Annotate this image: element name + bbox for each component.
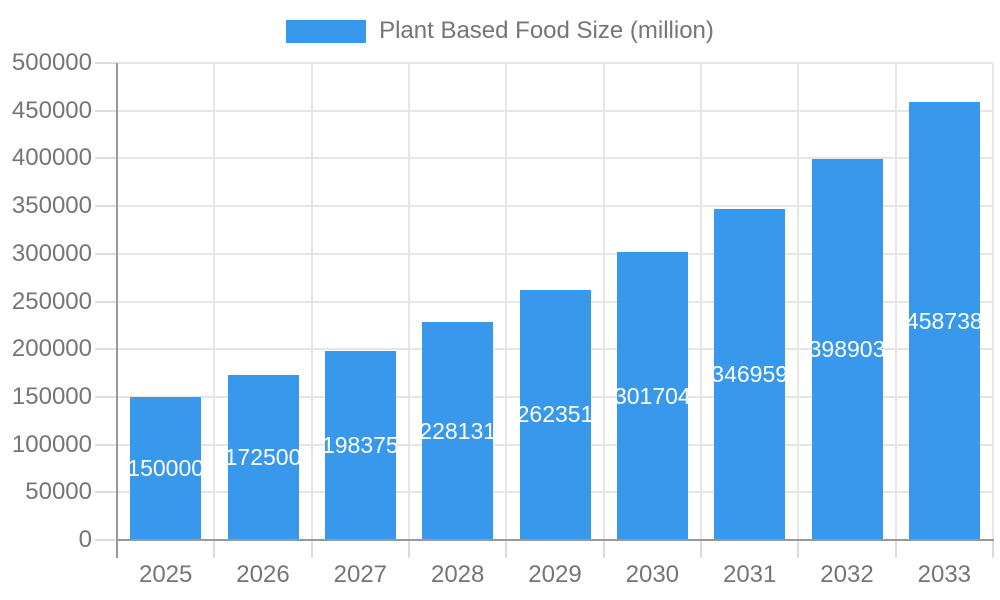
legend-label: Plant Based Food Size (million) bbox=[379, 17, 714, 44]
x-axis-tick bbox=[408, 540, 410, 558]
y-axis-label: 150000 bbox=[11, 382, 92, 410]
gridline-h bbox=[117, 62, 993, 64]
y-axis-label: 100000 bbox=[11, 430, 92, 458]
bar-value-label: 262351 bbox=[519, 401, 591, 428]
gridline-v bbox=[602, 63, 605, 540]
bar-value-label: 458738 bbox=[908, 307, 980, 334]
bar[interactable]: 172500 bbox=[227, 375, 299, 540]
bar[interactable]: 262351 bbox=[519, 289, 591, 540]
bar-value-label: 228131 bbox=[422, 417, 494, 444]
x-axis-tick bbox=[992, 540, 994, 558]
bar[interactable]: 150000 bbox=[130, 396, 202, 540]
y-axis-tick bbox=[95, 109, 117, 112]
bar[interactable]: 228131 bbox=[422, 322, 494, 540]
chart-legend[interactable]: Plant Based Food Size (million) bbox=[0, 17, 1000, 45]
bar[interactable]: 398903 bbox=[811, 159, 883, 540]
gridline-h bbox=[117, 205, 993, 208]
y-axis-label: 250000 bbox=[11, 287, 92, 315]
gridline-h bbox=[117, 252, 993, 255]
x-axis-tick bbox=[505, 540, 508, 558]
gridline-v bbox=[505, 63, 508, 540]
gridline-h bbox=[117, 109, 993, 112]
bar[interactable]: 198375 bbox=[324, 350, 396, 540]
y-axis-label: 300000 bbox=[11, 239, 92, 267]
y-axis-tick bbox=[95, 395, 117, 398]
legend-swatch bbox=[286, 19, 367, 43]
y-axis-tick bbox=[95, 252, 117, 255]
x-axis-label: 2030 bbox=[625, 561, 680, 588]
x-axis-label: 2029 bbox=[528, 561, 582, 588]
bar-value-label: 150000 bbox=[130, 454, 202, 481]
x-axis-tick bbox=[700, 540, 702, 558]
x-axis-label: 2028 bbox=[430, 561, 485, 588]
y-axis-line bbox=[116, 63, 118, 558]
x-axis-tick bbox=[894, 540, 897, 558]
y-axis-tick bbox=[95, 205, 117, 208]
gridline-v bbox=[700, 63, 702, 540]
y-axis-tick bbox=[95, 539, 117, 541]
bar-value-label: 346959 bbox=[714, 360, 786, 387]
y-axis-tick bbox=[95, 157, 117, 160]
y-axis-label: 500000 bbox=[11, 49, 92, 76]
y-axis-label: 350000 bbox=[11, 192, 92, 220]
bar-value-label: 301704 bbox=[616, 382, 688, 409]
x-axis-label: 2031 bbox=[722, 561, 777, 588]
gridline-v bbox=[213, 63, 216, 540]
bar-value-label: 398903 bbox=[811, 336, 883, 363]
gridline-v bbox=[310, 63, 313, 540]
y-axis-label: 450000 bbox=[11, 96, 92, 124]
x-axis-label: 2027 bbox=[333, 561, 388, 588]
y-axis-label: 200000 bbox=[11, 335, 92, 363]
bar[interactable]: 458738 bbox=[908, 102, 980, 540]
gridline-v bbox=[408, 63, 410, 540]
y-axis-tick bbox=[95, 348, 117, 351]
x-axis-tick bbox=[602, 540, 605, 558]
y-axis-tick bbox=[95, 491, 117, 494]
y-axis-tick bbox=[95, 300, 117, 303]
y-axis-label: 50000 bbox=[25, 478, 92, 506]
y-axis-label: 0 bbox=[78, 526, 92, 553]
x-axis-label: 2025 bbox=[138, 561, 193, 588]
x-axis-tick bbox=[310, 540, 313, 558]
y-axis-tick bbox=[95, 443, 117, 446]
x-axis-tick bbox=[797, 540, 800, 558]
gridline-v bbox=[894, 63, 897, 540]
bar-value-label: 172500 bbox=[227, 444, 299, 471]
bar[interactable]: 346959 bbox=[714, 209, 786, 540]
y-axis-label: 400000 bbox=[11, 144, 92, 172]
x-axis-label: 2032 bbox=[820, 561, 874, 588]
gridline-v bbox=[797, 63, 800, 540]
gridline-h bbox=[117, 157, 993, 160]
x-axis-tick bbox=[213, 540, 216, 558]
bar[interactable]: 301704 bbox=[616, 252, 688, 540]
y-axis-tick bbox=[95, 62, 117, 64]
gridline-v bbox=[992, 63, 994, 540]
x-axis-label: 2026 bbox=[236, 561, 290, 588]
x-axis-line bbox=[116, 539, 994, 541]
bar-value-label: 198375 bbox=[324, 431, 396, 458]
x-axis-label: 2033 bbox=[917, 561, 972, 588]
